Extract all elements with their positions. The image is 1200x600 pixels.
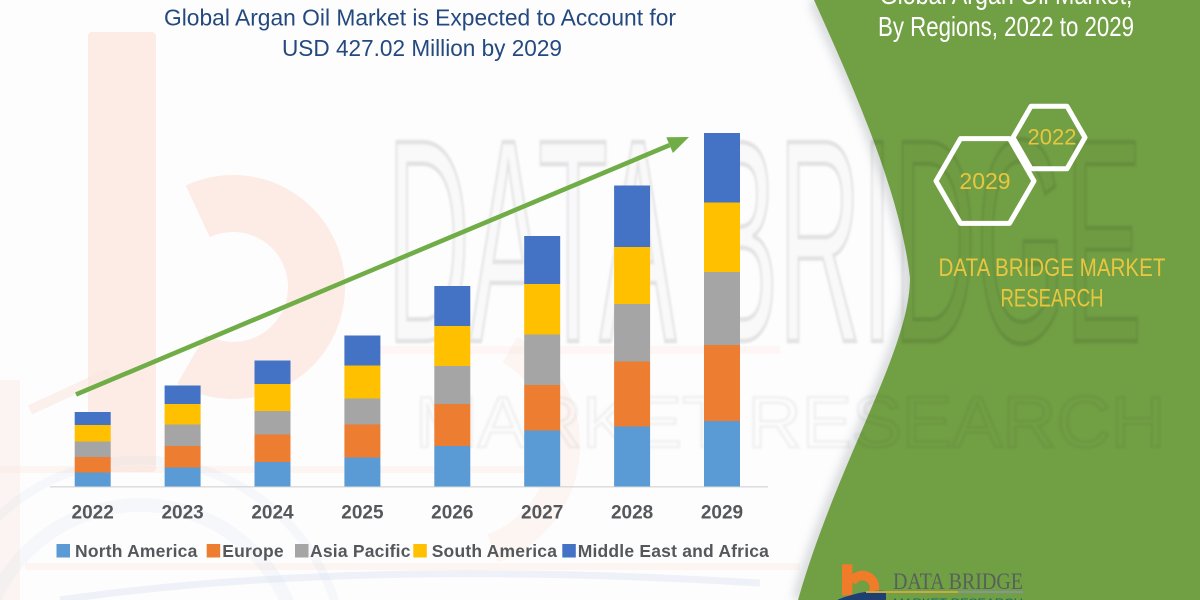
svg-text:RESEARCH: RESEARCH xyxy=(1001,285,1104,313)
svg-text:2022: 2022 xyxy=(72,503,114,524)
svg-text:2027: 2027 xyxy=(521,503,563,524)
svg-text:Global Argan Oil Market is Exp: Global Argan Oil Market is Expected to A… xyxy=(164,5,676,31)
svg-text:By Regions, 2022 to 2029: By Regions, 2022 to 2029 xyxy=(878,11,1134,42)
svg-text:North America: North America xyxy=(75,541,198,561)
svg-text:2029: 2029 xyxy=(701,503,743,524)
svg-text:Global Argan Oil Market,: Global Argan Oil Market, xyxy=(880,0,1133,10)
svg-text:MARKET RESEARCH: MARKET RESEARCH xyxy=(893,597,1023,600)
svg-text:Europe: Europe xyxy=(222,541,284,561)
svg-text:2026: 2026 xyxy=(431,503,473,524)
svg-text:Asia Pacific: Asia Pacific xyxy=(310,541,411,561)
svg-text:DATA BRIDGE: DATA BRIDGE xyxy=(893,569,1023,595)
svg-text:2023: 2023 xyxy=(161,503,203,524)
svg-text:South America: South America xyxy=(432,541,558,561)
svg-text:DATA BRIDGE MARKET: DATA BRIDGE MARKET xyxy=(939,254,1166,282)
svg-text:2028: 2028 xyxy=(611,503,653,524)
svg-text:2025: 2025 xyxy=(341,503,384,524)
svg-text:Middle East and Africa: Middle East and Africa xyxy=(578,541,769,561)
svg-text:2022: 2022 xyxy=(1028,125,1077,150)
svg-text:2024: 2024 xyxy=(251,503,294,524)
svg-text:2029: 2029 xyxy=(959,168,1010,194)
svg-text:USD 427.02 Million by 2029: USD 427.02 Million by 2029 xyxy=(282,35,562,61)
